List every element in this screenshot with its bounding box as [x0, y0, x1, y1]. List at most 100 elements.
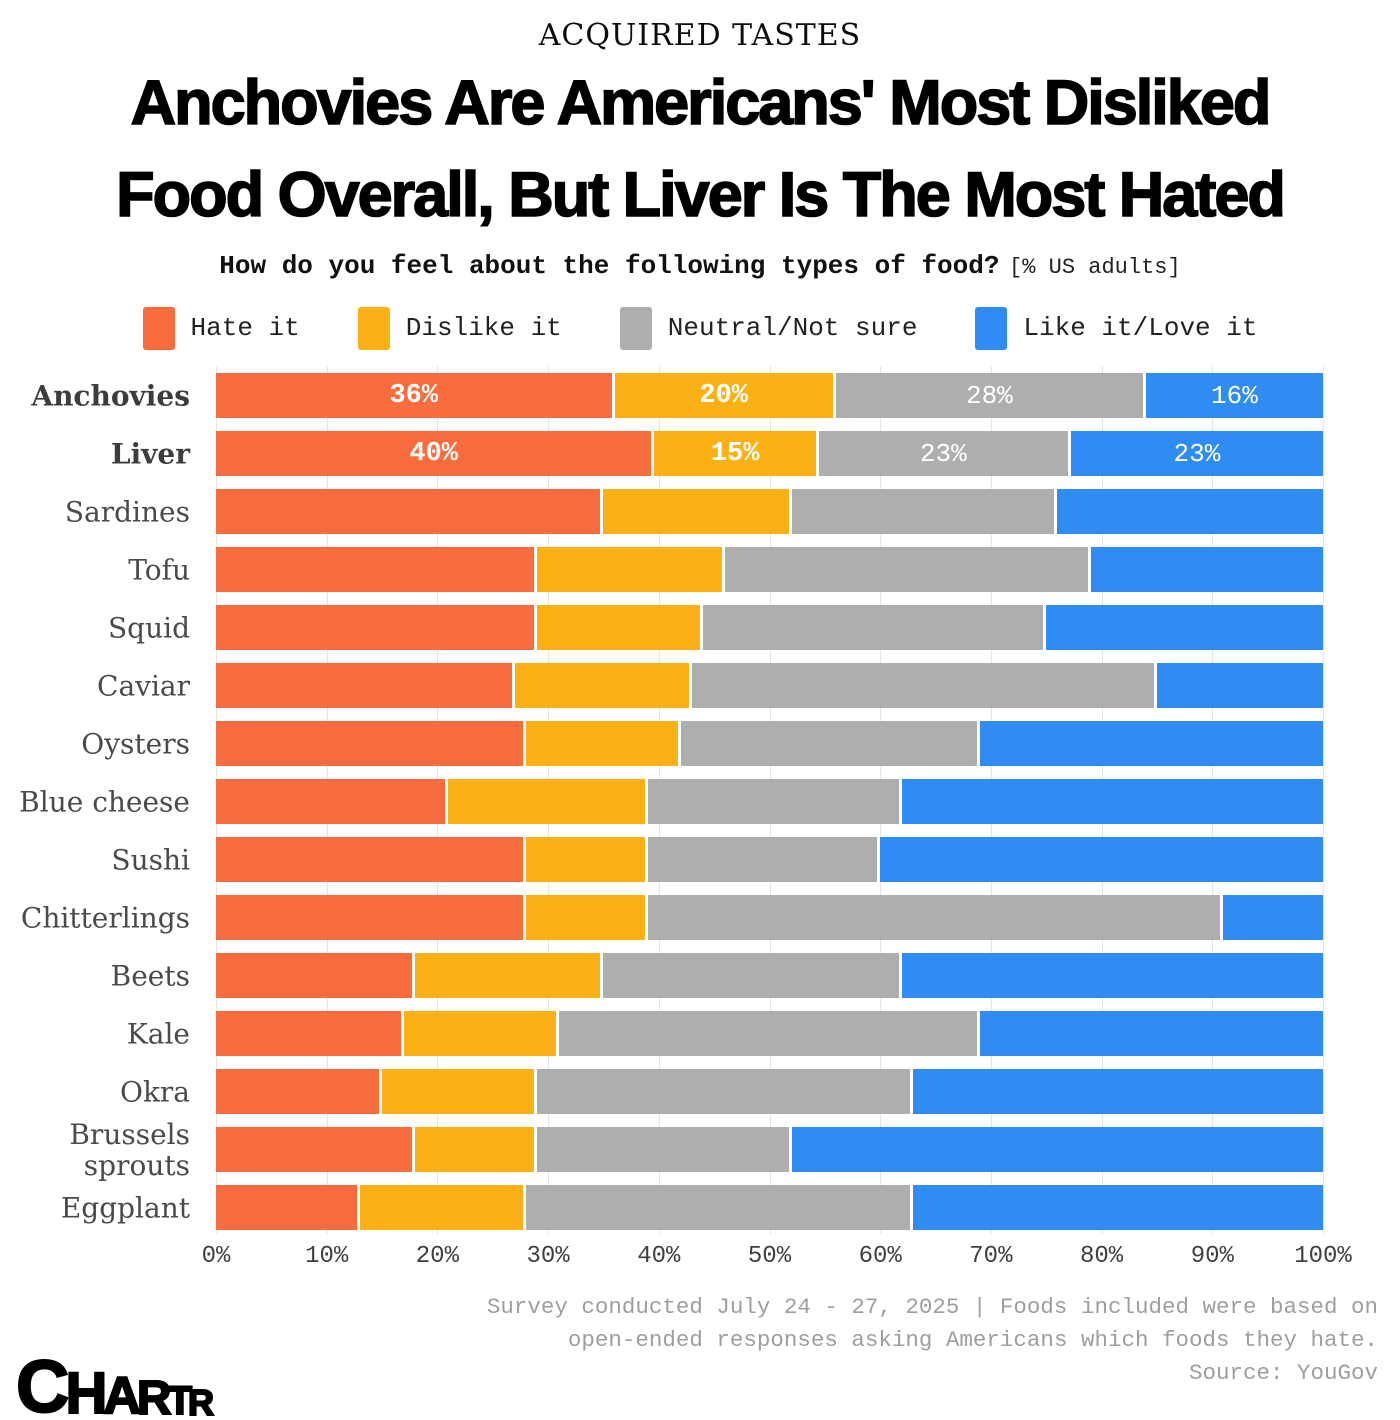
- legend: Hate it Dislike it Neutral/Not sure Like it…: [0, 305, 1400, 351]
- subtitle-note: [% US adults]: [1009, 255, 1181, 280]
- bar-segment: 40%: [216, 431, 655, 476]
- kicker: ACQUIRED TASTES: [538, 18, 862, 53]
- footer-note-line: Survey conducted July 24 - 27, 2025 | Fo…: [486, 1294, 1378, 1320]
- bar-segment: [525, 837, 648, 882]
- subtitle: How do you feel about the following type…: [0, 251, 1400, 281]
- bar-segment: [216, 837, 526, 882]
- category-label: Tofu: [128, 553, 190, 586]
- bar-segment: [404, 1011, 560, 1056]
- bar-segment: 36%: [216, 373, 615, 418]
- bar-segment: 20%: [614, 373, 836, 418]
- logo-letter: H: [64, 1361, 108, 1420]
- bar-segment: [647, 837, 881, 882]
- category-label: Anchovies: [31, 379, 190, 412]
- logo-letter: R: [136, 1371, 173, 1420]
- gridline: [1323, 366, 1324, 1234]
- x-tick: 60%: [858, 1243, 902, 1270]
- x-tick: 0%: [201, 1243, 231, 1270]
- bar-segment: 23%: [1070, 431, 1323, 476]
- bar-row: Caviar: [97, 663, 1323, 708]
- bar-segment: [1057, 489, 1323, 534]
- legend-item: Dislike it: [357, 306, 562, 350]
- bar-segment: [415, 1127, 538, 1172]
- category-label: Oysters: [81, 727, 190, 760]
- bar-row: Eggplant: [61, 1185, 1323, 1230]
- logo-letter: R: [187, 1382, 215, 1420]
- segment-value-label: 36%: [389, 380, 439, 411]
- category-label: Liver: [110, 437, 190, 470]
- bar-segment: [216, 1011, 405, 1056]
- bar-segment: [525, 721, 681, 766]
- subtitle-question: How do you feel about the following type…: [219, 251, 1000, 281]
- footer-note-line: open-ended responses asking Americans wh…: [567, 1327, 1378, 1353]
- legend-swatch-icon: [142, 306, 175, 350]
- legend-item: Hate it: [142, 306, 300, 350]
- segment-value-label: 23%: [919, 438, 967, 469]
- bar-row: Anchovies 36% 20% 28% 16%: [31, 373, 1323, 418]
- bar-track: [216, 837, 1323, 882]
- bar-segment: [216, 489, 604, 534]
- bar-track: [216, 489, 1323, 534]
- segment-value-label: 40%: [409, 438, 458, 469]
- bar-segment: [216, 547, 538, 592]
- bar-segment: [979, 1011, 1323, 1056]
- x-tick: 80%: [1079, 1243, 1124, 1270]
- bar-segment: [382, 1069, 538, 1114]
- bar-track: [216, 895, 1323, 940]
- bar-segment: [979, 721, 1323, 766]
- x-tick: 100%: [1294, 1243, 1352, 1270]
- bar-segment: [216, 1127, 416, 1172]
- x-tick: 70%: [969, 1243, 1013, 1270]
- bar-segment: [913, 1069, 1323, 1114]
- bar-row: Tofu: [128, 547, 1323, 592]
- bar-segment: [216, 895, 526, 940]
- segment-value-label: 28%: [965, 380, 1013, 411]
- legend-label: Like it/Love it: [1023, 313, 1258, 343]
- bar-segment: [1156, 663, 1323, 708]
- bar-segment: [537, 547, 726, 592]
- bar-segment: [1223, 895, 1323, 940]
- bar-row: Brussels sprouts: [69, 1119, 1323, 1181]
- source-label: Source: YouGov: [1188, 1360, 1378, 1386]
- x-tick: 20%: [415, 1243, 459, 1270]
- category-label: Beets: [110, 959, 190, 992]
- bar-segment: [415, 953, 604, 998]
- legend-label: Hate it: [190, 313, 300, 343]
- bar-track: 40% 15% 23% 23%: [216, 431, 1323, 476]
- bar-row: Oysters: [81, 721, 1323, 766]
- legend-label: Dislike it: [405, 313, 562, 343]
- x-axis: 0% 10% 20% 30% 40% 50% 60% 70% 80% 90% 100%: [202, 1243, 1352, 1277]
- bar-segment: [559, 1011, 980, 1056]
- category-label: Brussels sprouts: [69, 1117, 190, 1182]
- category-label: Eggplant: [60, 1191, 190, 1224]
- category-label: Kale: [126, 1017, 190, 1050]
- logo-letter: T: [167, 1379, 194, 1420]
- bar-segment: [448, 779, 648, 824]
- bar-track: [216, 1185, 1323, 1230]
- title-line-1: Anchovies Are Americans' Most Disliked: [130, 67, 1272, 139]
- bar-segment: [725, 547, 1091, 592]
- bar-track: [216, 1011, 1323, 1056]
- page-title: Anchovies Are Americans' Most Disliked F…: [0, 57, 1400, 241]
- logo-letter: C: [15, 1345, 70, 1420]
- footer: Survey conducted July 24 - 27, 2025 | Fo…: [0, 1291, 1400, 1390]
- bar-segment: [791, 1127, 1323, 1172]
- bar-row: Kale: [127, 1011, 1323, 1056]
- segment-value-label: 15%: [710, 438, 760, 469]
- category-label: Okra: [120, 1075, 190, 1108]
- bar-segment: [216, 721, 526, 766]
- bar-track: 36% 20% 28% 16%: [216, 373, 1323, 418]
- bar-segment: [791, 489, 1058, 534]
- bar-track: [216, 1069, 1323, 1114]
- bar-segment: [514, 663, 692, 708]
- bar-row: Sardines: [65, 489, 1323, 534]
- chart: Anchovies 36% 20% 28% 16% Liver 40% 15% 23% 23% Sa…: [19, 366, 1324, 1234]
- bar-segment: [1090, 547, 1323, 592]
- bar-track: [216, 605, 1323, 650]
- bar-segment: [880, 837, 1323, 882]
- bar-track: [216, 547, 1323, 592]
- bar-segment: 15%: [654, 431, 819, 476]
- category-label: Sushi: [111, 843, 190, 876]
- x-tick: 30%: [526, 1243, 570, 1270]
